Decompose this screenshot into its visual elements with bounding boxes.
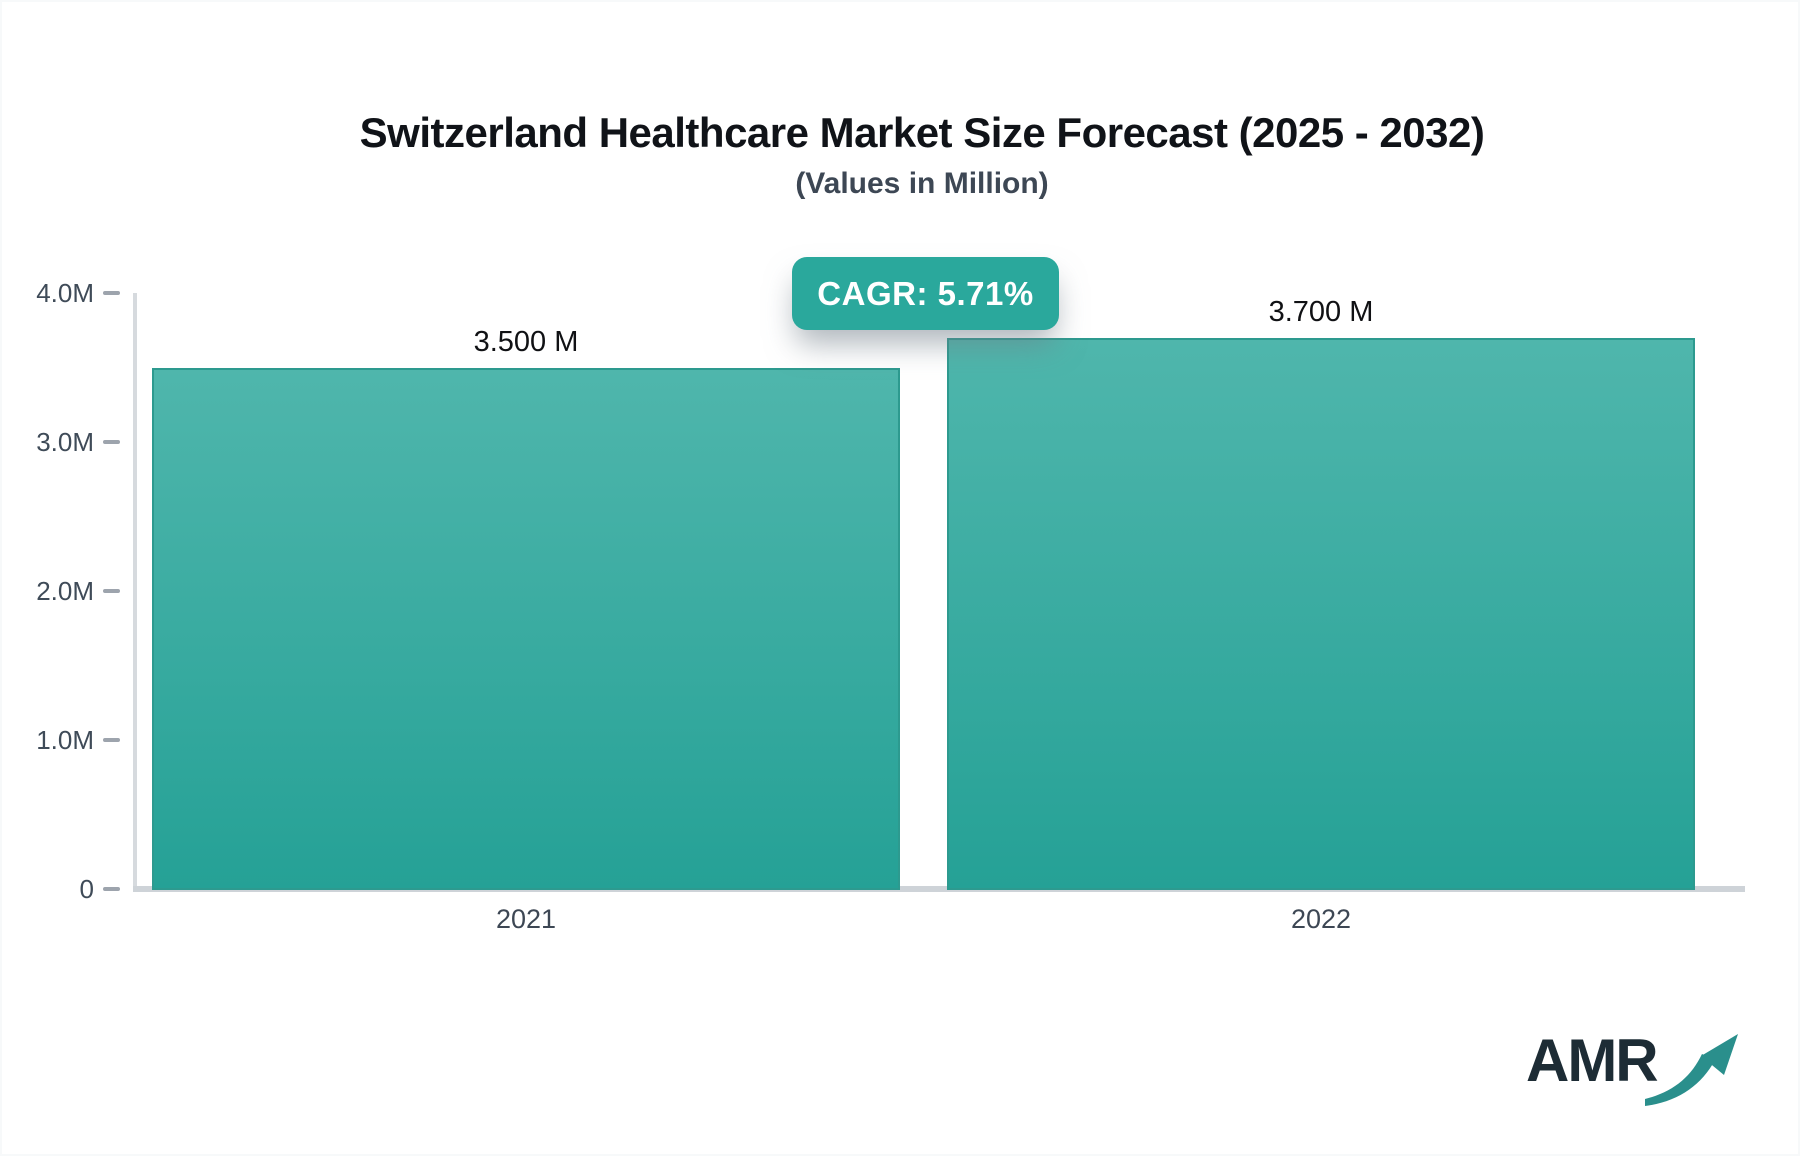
y-axis-tick-label: 3.0M [36, 427, 94, 457]
y-axis-tick-label: 0 [79, 874, 94, 904]
y-axis-tick-label: 1.0M [36, 725, 94, 755]
x-axis-line [133, 886, 1745, 892]
y-axis-tick-mark [103, 887, 120, 891]
y-axis-tick-mark [103, 589, 120, 593]
y-axis-tick-mark [103, 291, 120, 295]
amr-logo: AMR [1526, 1028, 1745, 1110]
y-axis-tick-label: 4.0M [36, 278, 94, 308]
bar-value-label: 3.700 M [1268, 296, 1374, 328]
chart-title: Switzerland Healthcare Market Size Forec… [359, 109, 1485, 156]
chart-header: Switzerland Healthcare Market Size Forec… [46, 108, 1798, 202]
bar [152, 368, 900, 890]
amr-logo-text: AMR [1526, 1027, 1659, 1094]
cagr-badge: CAGR: 5.71% [792, 257, 1059, 330]
bar [947, 338, 1695, 890]
growth-arrow-icon [1644, 1034, 1738, 1106]
y-axis-line [133, 293, 137, 889]
y-axis-tick-label: 2.0M [36, 576, 94, 606]
cagr-badge-label: CAGR: 5.71% [817, 274, 1034, 312]
y-axis-tick-mark [103, 440, 120, 444]
x-axis-label: 2022 [1290, 904, 1352, 934]
x-axis-label: 2021 [495, 904, 557, 934]
bar-value-label: 3.500 M [473, 326, 579, 358]
chart-subtitle: (Values in Million) [795, 167, 1049, 200]
y-axis-tick-mark [103, 738, 120, 742]
